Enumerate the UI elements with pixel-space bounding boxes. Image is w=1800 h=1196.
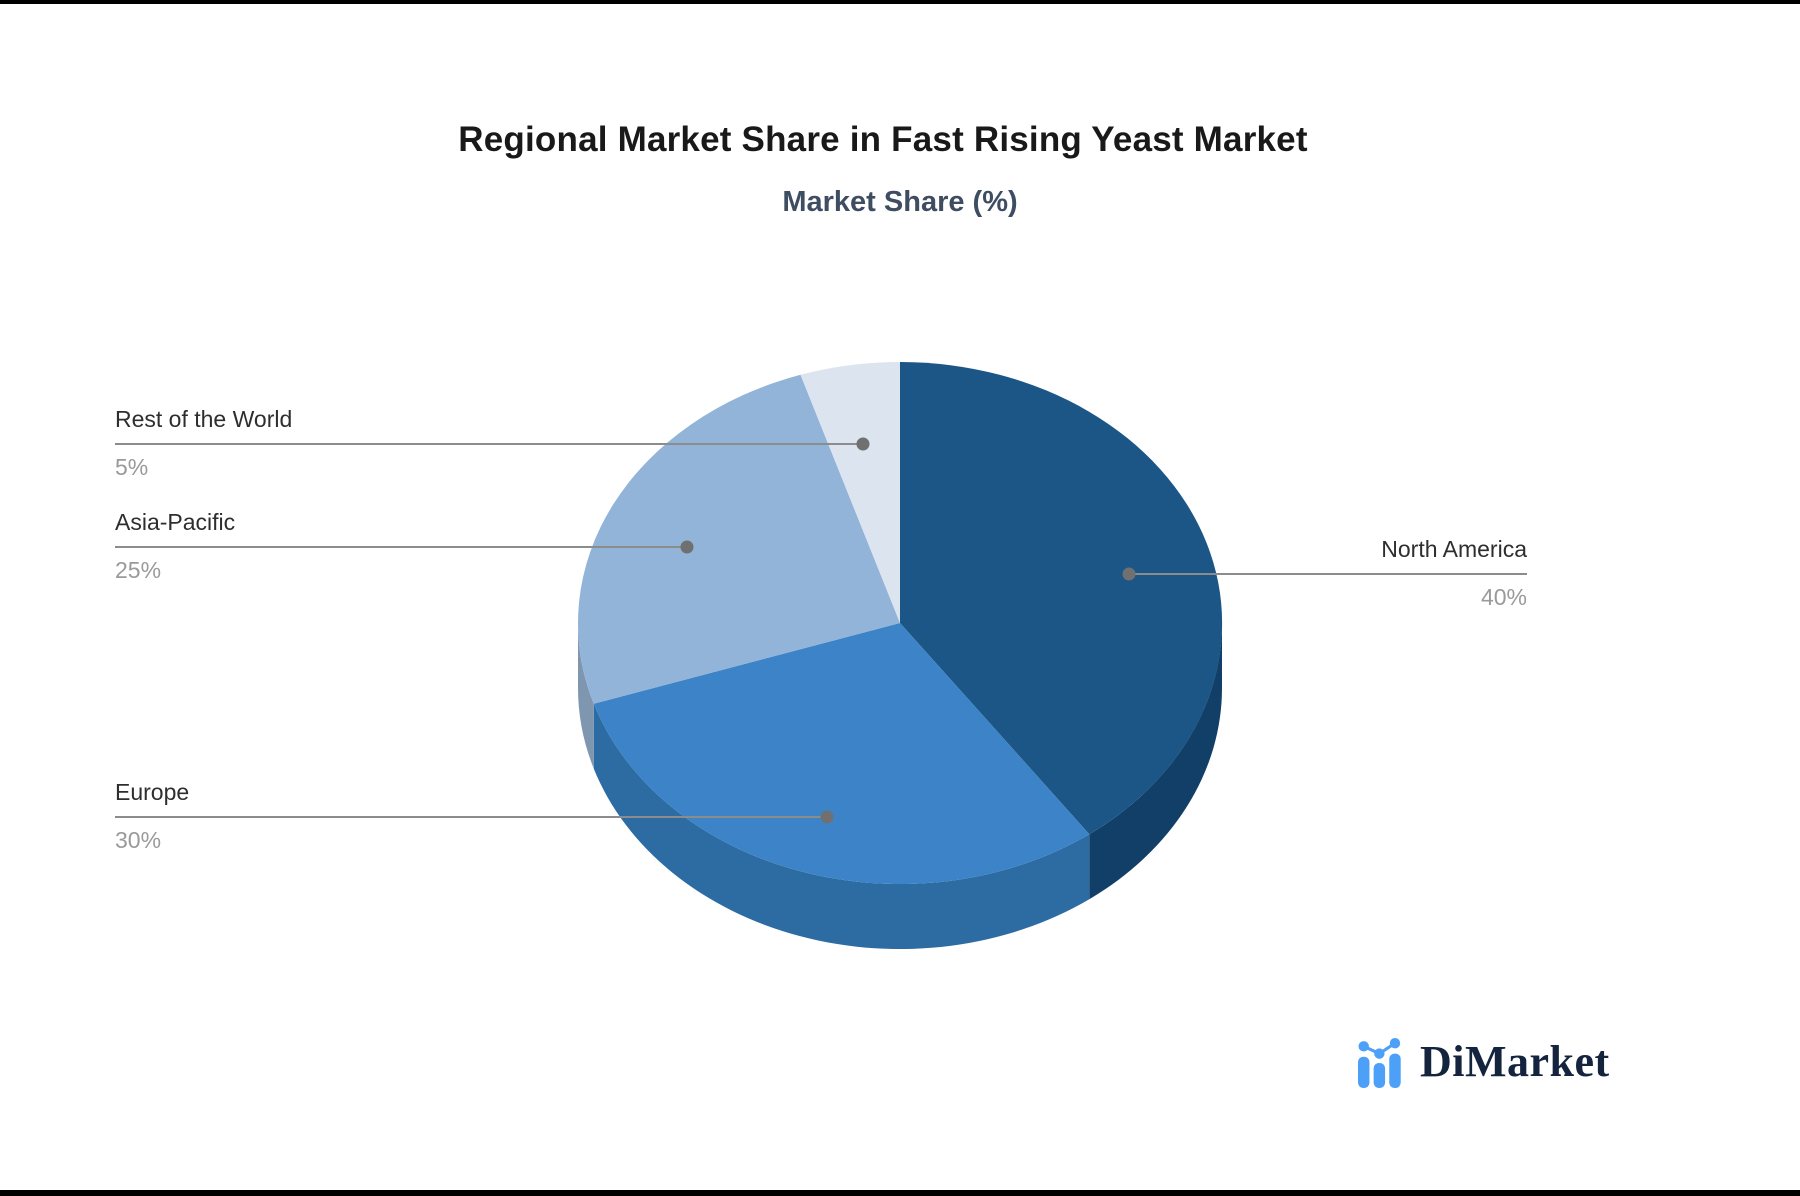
leader-dot-north-america <box>1122 567 1136 581</box>
callout-label-rest-of-world: Rest of the World <box>115 404 292 434</box>
pie-top-faces <box>578 362 1223 885</box>
slice-label: Rest of the World <box>115 406 293 432</box>
pie-slice-rest-of-the-world <box>800 362 900 623</box>
callout-value-asia-pacific: 25% <box>115 555 161 585</box>
slice-label: Asia-Pacific <box>115 509 236 535</box>
bottom-edge-bar <box>0 1190 1800 1196</box>
slice-value: 30% <box>115 827 162 853</box>
pie-slice-asia-pacific <box>578 374 900 704</box>
pie-slice-side-europe <box>593 703 1090 950</box>
chart-title: Regional Market Share in Fast Rising Yea… <box>458 120 1308 159</box>
chart-subtitle: Market Share (%) <box>782 186 1018 218</box>
pie-slice-side-north-america <box>1089 623 1223 900</box>
callout-leader-lines <box>115 437 1527 824</box>
callout-value-europe: 30% <box>115 825 161 855</box>
callout-label-north-america: North America <box>1381 534 1527 564</box>
slice-label: Europe <box>115 779 190 805</box>
pie-side-walls <box>578 623 1223 950</box>
pie-slice-side-asia-pacific <box>578 623 594 769</box>
logo: DiMarket <box>1358 1036 1610 1088</box>
callout-label-asia-pacific: Asia-Pacific <box>115 507 235 537</box>
slice-label: North America <box>1381 536 1527 562</box>
callout-label-europe: Europe <box>115 777 189 807</box>
slice-value: 40% <box>1480 584 1527 610</box>
leader-dot-rest-of-the-world <box>856 437 870 451</box>
bar-chart-with-trend-icon <box>1358 1038 1401 1088</box>
top-edge-bar <box>0 0 1800 4</box>
slice-value: 25% <box>115 557 162 583</box>
pie-slice-north-america <box>900 362 1223 835</box>
pie-slice-europe <box>593 623 1090 885</box>
leader-dot-asia-pacific <box>680 540 694 554</box>
slice-value: 5% <box>115 454 149 480</box>
callout-value-rest-of-world: 5% <box>115 452 148 482</box>
callout-value-north-america: 40% <box>1481 582 1527 612</box>
leader-dot-europe <box>820 810 834 824</box>
logo-text: DiMarket <box>1420 1037 1610 1086</box>
